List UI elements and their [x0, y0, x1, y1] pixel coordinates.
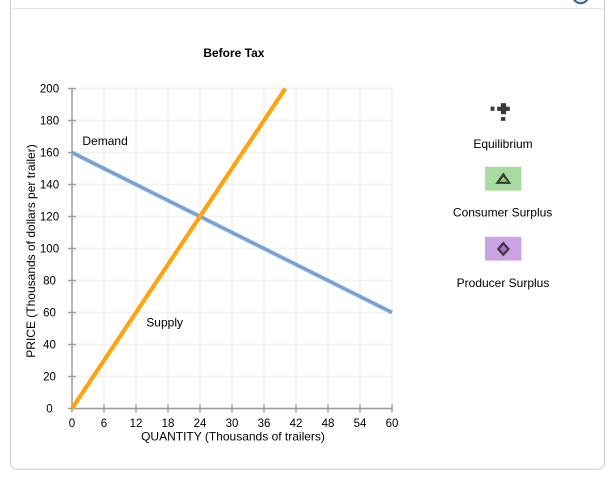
svg-text:12: 12: [130, 418, 143, 430]
svg-text:0: 0: [46, 404, 52, 416]
svg-text:42: 42: [290, 418, 303, 430]
svg-text:Demand: Demand: [82, 134, 127, 148]
svg-text:200: 200: [40, 84, 59, 96]
svg-text:60: 60: [43, 308, 56, 320]
svg-text:36: 36: [258, 418, 271, 430]
svg-text:QUANTITY (Thousands of trailer: QUANTITY (Thousands of trailers): [141, 430, 325, 444]
svg-text:Supply: Supply: [146, 315, 183, 329]
svg-text:180: 180: [40, 116, 59, 128]
svg-text:20: 20: [43, 372, 56, 384]
svg-text:120: 120: [40, 212, 59, 224]
svg-text:6: 6: [101, 418, 107, 430]
svg-text:0: 0: [69, 418, 75, 430]
svg-text:Equilibrium: Equilibrium: [473, 137, 532, 151]
svg-text:54: 54: [354, 418, 367, 430]
svg-text:140: 140: [40, 180, 59, 192]
svg-text:24: 24: [194, 418, 207, 430]
svg-text:160: 160: [40, 148, 59, 160]
svg-text:60: 60: [386, 418, 399, 430]
svg-text:48: 48: [322, 418, 335, 430]
svg-text:Before Tax: Before Tax: [203, 46, 264, 60]
svg-text:80: 80: [43, 276, 56, 288]
svg-text:Consumer Surplus: Consumer Surplus: [453, 206, 552, 220]
svg-text:Producer Surplus: Producer Surplus: [457, 276, 550, 290]
svg-text:18: 18: [162, 418, 175, 430]
svg-text:40: 40: [43, 340, 56, 352]
svg-text:100: 100: [40, 244, 59, 256]
svg-text:PRICE (Thousands of dollars pe: PRICE (Thousands of dollars per trailer): [24, 144, 38, 357]
svg-text:30: 30: [226, 418, 239, 430]
